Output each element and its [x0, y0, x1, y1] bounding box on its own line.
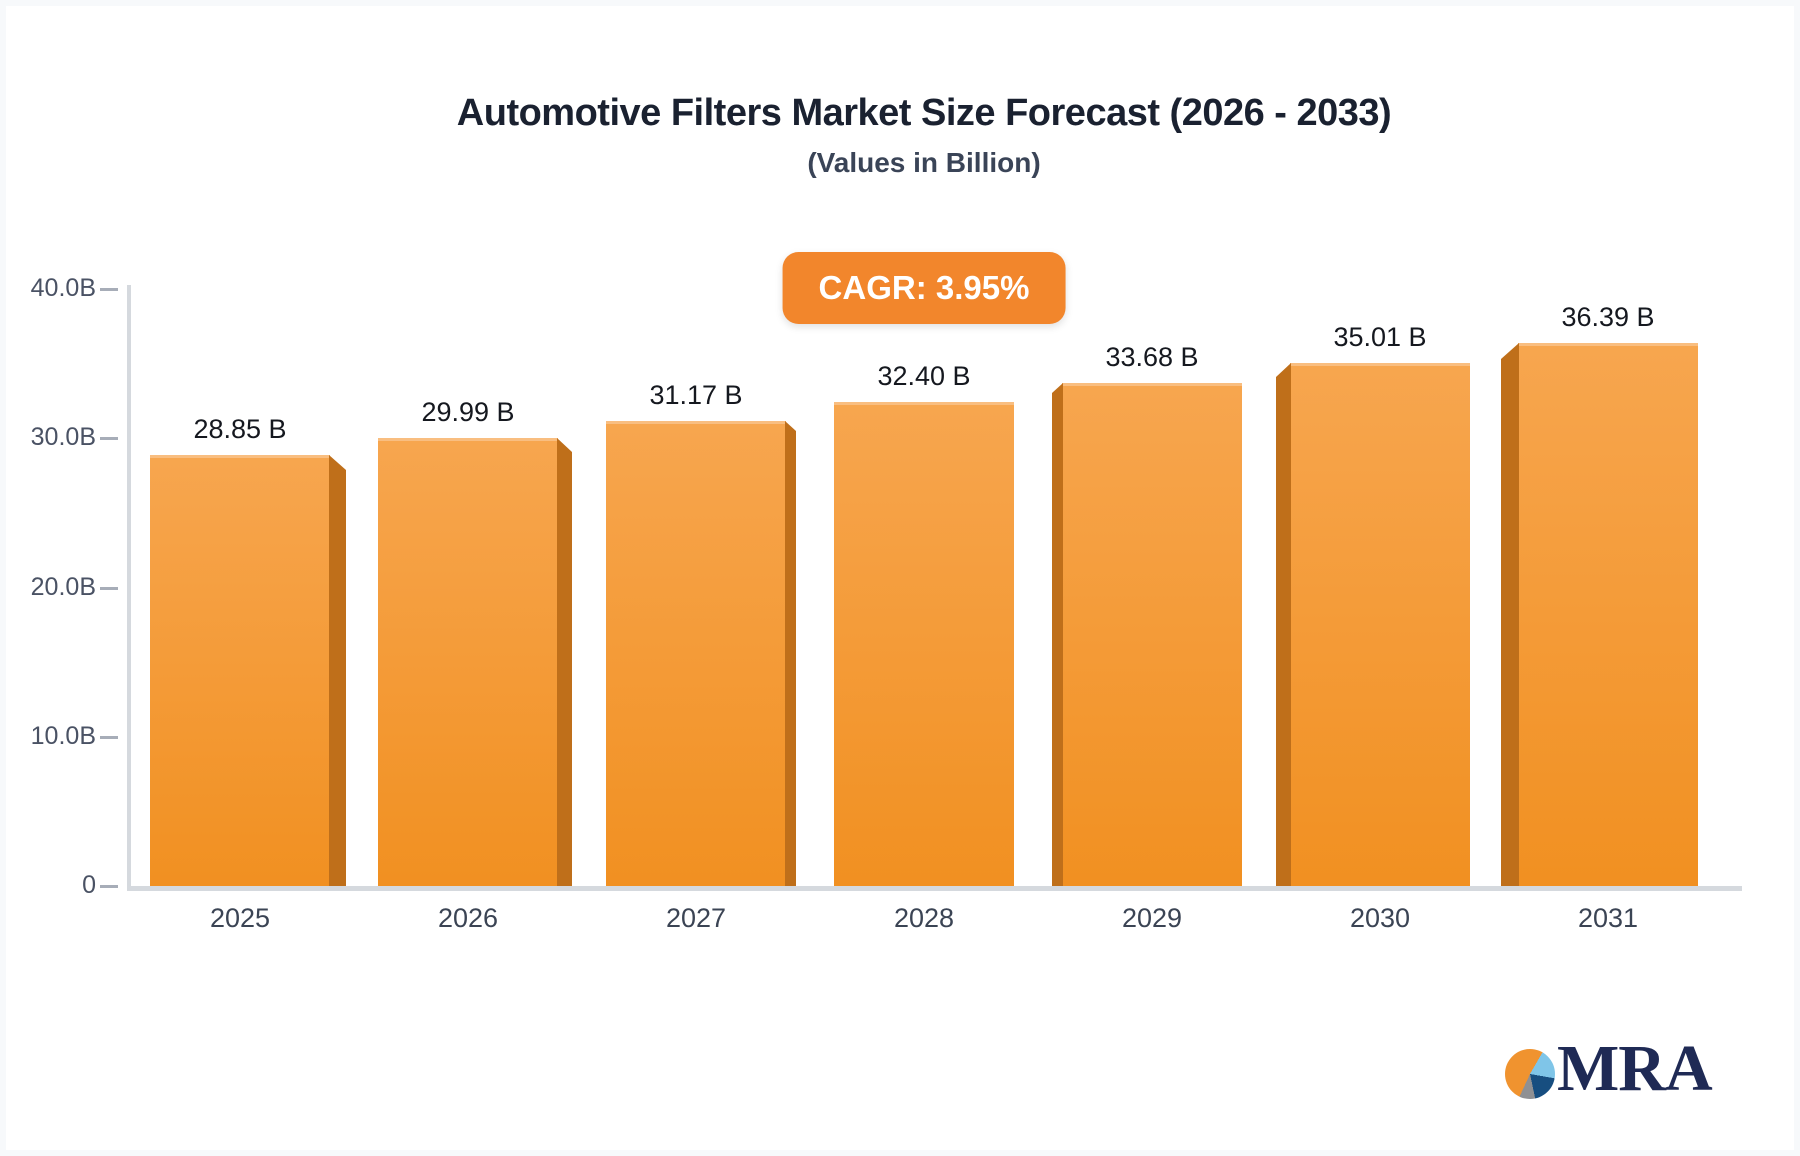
x-axis-label: 2027 — [665, 903, 727, 933]
bar-3d-side — [329, 455, 346, 886]
cagr-badge-label: CAGR: 3.95% — [818, 269, 1030, 306]
bar-value-label: 28.85 B — [193, 414, 287, 444]
bar-value-label: 31.17 B — [649, 380, 743, 410]
bar-3d-side — [1276, 363, 1291, 886]
bar — [1062, 383, 1242, 886]
chart-title: Automotive Filters Market Size Forecast … — [456, 92, 1392, 134]
x-axis-baseline — [127, 886, 1742, 891]
bar-group-2031 — [1501, 343, 1698, 886]
bar-value-label: 33.68 B — [1105, 342, 1199, 372]
y-axis-tick-mark — [100, 735, 118, 739]
bar-value-label: 36.39 B — [1561, 302, 1655, 332]
bar-group-2025 — [150, 455, 346, 886]
bar — [150, 455, 330, 886]
bar-value-label: 32.40 B — [877, 361, 971, 391]
bar-group-2030 — [1276, 363, 1470, 886]
y-axis-tick-mark — [100, 288, 118, 291]
x-axis-label: 2028 — [893, 903, 955, 933]
x-axis-label: 2026 — [437, 903, 499, 933]
y-axis-tick-label: 40.0B — [30, 274, 96, 302]
logo-text: MRA — [1557, 1032, 1713, 1105]
bar-group-2027 — [606, 421, 796, 886]
bar — [606, 421, 786, 886]
bar-group-2028 — [834, 402, 1014, 886]
bar-3d-side — [1052, 383, 1063, 886]
chart-subtitle: (Values in Billion) — [807, 147, 1041, 178]
bar-3d-side — [1501, 343, 1519, 886]
y-axis-tick-label: 10.0B — [30, 721, 96, 750]
bar-value-label: 29.99 B — [421, 397, 515, 427]
x-axis-label: 2029 — [1121, 903, 1183, 933]
bar — [834, 402, 1014, 886]
bar-group-2026 — [378, 438, 572, 886]
bar — [378, 438, 558, 886]
bar — [1518, 343, 1698, 886]
y-axis-tick-label: 30.0B — [30, 423, 96, 452]
y-axis-tick-label: 0 — [82, 871, 96, 899]
y-axis-tick-mark — [100, 437, 118, 441]
y-axis-line — [127, 285, 131, 891]
bar-3d-side — [557, 438, 572, 886]
x-axis-label: 2025 — [209, 903, 271, 933]
y-axis-tick-mark — [100, 885, 118, 888]
cagr-badge: CAGR: 3.95% — [782, 252, 1066, 324]
bar-group-2029 — [1052, 383, 1242, 886]
bar — [1290, 363, 1470, 886]
y-axis-tick-label: 20.0B — [30, 572, 96, 601]
x-axis-label: 2030 — [1349, 903, 1411, 933]
bar-value-label: 35.01 B — [1333, 322, 1427, 352]
mra-logo: MRA — [1505, 1032, 1713, 1105]
pie-chart-icon — [1505, 1049, 1555, 1099]
bar-3d-side — [785, 421, 796, 886]
x-axis-label: 2031 — [1577, 903, 1639, 933]
y-axis-tick-mark — [100, 586, 118, 590]
